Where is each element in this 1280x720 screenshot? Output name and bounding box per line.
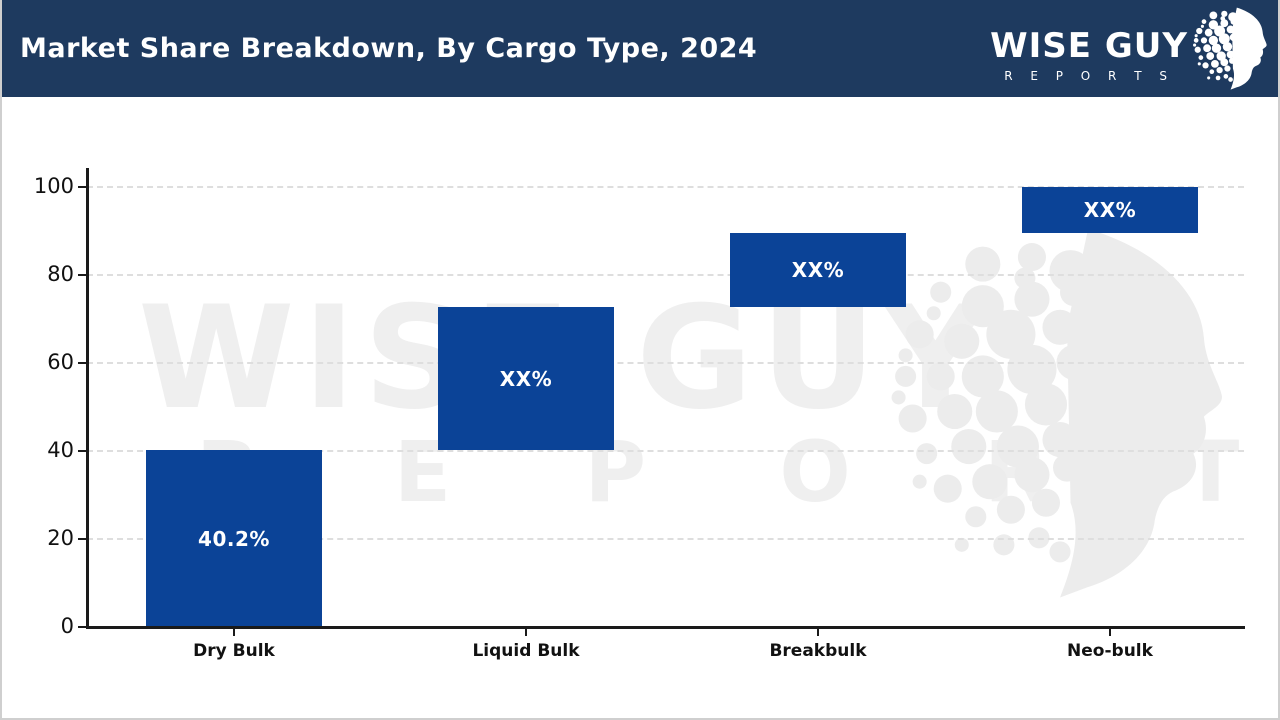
y-tick-label-80: 80	[47, 262, 74, 286]
y-tick-label-60: 60	[47, 350, 74, 374]
y-tick-40	[78, 450, 87, 452]
x-axis-label-3: Neo-bulk	[1067, 641, 1153, 661]
y-tick-label-0: 0	[60, 614, 74, 638]
bar-neo-bulk: XX%	[1022, 187, 1198, 233]
x-tick-0	[233, 627, 235, 636]
bar-value-label: 40.2%	[198, 526, 270, 551]
y-tick-0	[78, 626, 87, 628]
dot-head-icon	[1193, 7, 1267, 90]
y-tick-60	[78, 362, 87, 364]
x-axis-line	[86, 626, 1245, 629]
x-axis-label-0: Dry Bulk	[193, 641, 275, 661]
bar-breakbulk: XX%	[730, 232, 906, 308]
gridline-40	[87, 450, 1244, 452]
bar-value-label: XX%	[791, 257, 845, 282]
gridline-20	[87, 538, 1244, 540]
logo-text: WISE GUY R E P O R T S	[990, 26, 1188, 83]
logo-head-graphic	[1188, 6, 1270, 92]
y-tick-80	[78, 274, 87, 276]
bar-dry-bulk: 40.2%	[146, 450, 322, 627]
logo-wiseguy-text: WISE GUY	[990, 26, 1188, 66]
x-tick-1	[525, 627, 527, 636]
gridline-60	[87, 362, 1244, 364]
y-tick-label-100: 100	[33, 174, 74, 198]
x-tick-2	[817, 627, 819, 636]
gridline-80	[87, 274, 1244, 276]
x-axis-label-2: Breakbulk	[769, 641, 867, 661]
y-tick-label-20: 20	[47, 526, 74, 550]
y-tick-label-40: 40	[47, 438, 74, 462]
gridline-100	[87, 186, 1244, 188]
bar-value-label: XX%	[499, 366, 553, 391]
x-axis-label-1: Liquid Bulk	[472, 641, 580, 661]
logo-reports-text: R E P O R T S	[1004, 69, 1174, 83]
chart-title: Market Share Breakdown, By Cargo Type, 2…	[20, 33, 758, 64]
bar-liquid-bulk: XX%	[438, 307, 614, 451]
x-tick-3	[1109, 627, 1111, 636]
y-axis-line	[86, 168, 89, 629]
y-tick-20	[78, 538, 87, 540]
bar-value-label: XX%	[1083, 197, 1137, 222]
wiseguy-logo: WISE GUY R E P O R T S	[990, 0, 1274, 97]
y-tick-100	[78, 186, 87, 188]
header-bar: Market Share Breakdown, By Cargo Type, 2…	[0, 0, 1280, 97]
